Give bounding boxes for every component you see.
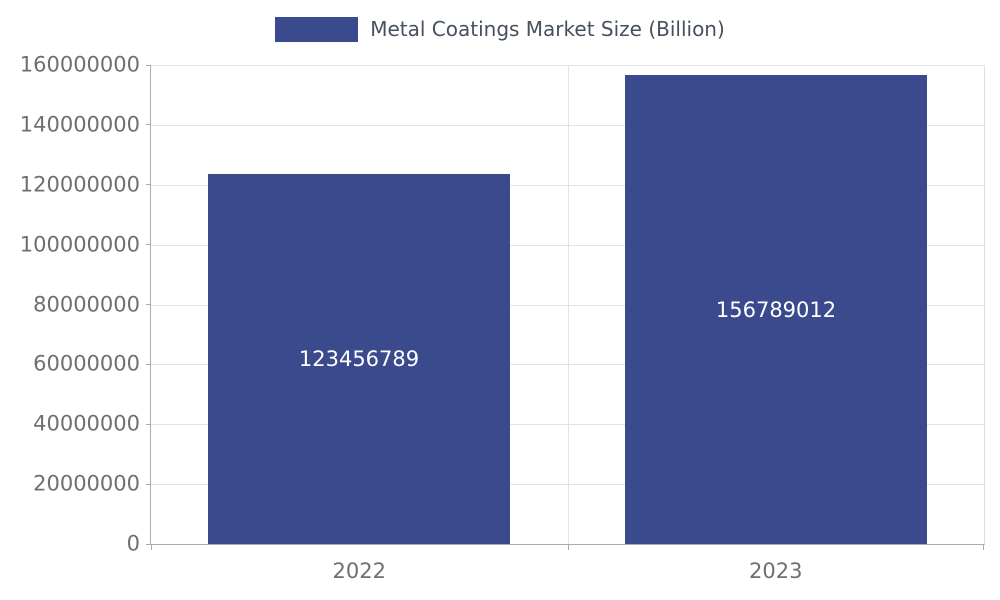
y-gridline xyxy=(151,364,984,366)
legend[interactable]: Metal Coatings Market Size (Billion) xyxy=(0,15,1000,43)
x-tick-mark xyxy=(983,544,984,550)
bar[interactable]: 156789012 xyxy=(625,75,927,544)
y-tick-mark xyxy=(146,64,151,66)
y-gridline xyxy=(151,244,984,246)
y-gridline xyxy=(151,484,984,486)
x-tick-mark xyxy=(151,544,152,550)
category-boundary-gridline xyxy=(568,65,569,544)
y-gridline xyxy=(151,124,984,126)
y-tick-label: 20000000 xyxy=(33,471,140,496)
y-tick-label: 80000000 xyxy=(33,292,140,316)
y-tick-mark xyxy=(146,543,151,545)
y-gridline xyxy=(151,65,984,66)
y-gridline xyxy=(151,304,984,306)
y-tick-mark xyxy=(146,363,151,365)
y-tick-label: 140000000 xyxy=(19,112,140,137)
y-tick-mark xyxy=(146,304,151,305)
y-gridline xyxy=(151,184,984,186)
y-gridline xyxy=(151,424,984,426)
x-tick-mark xyxy=(568,544,569,550)
y-tick-mark xyxy=(146,483,151,485)
bar-value-label: 123456789 xyxy=(298,347,420,371)
y-tick-label: 60000000 xyxy=(33,351,140,376)
y-tick-mark xyxy=(146,244,151,246)
y-tick-mark xyxy=(146,184,151,186)
y-tick-mark xyxy=(146,124,151,126)
y-tick-label: 160000000 xyxy=(19,52,140,77)
bar-value-label: 156789012 xyxy=(715,297,837,322)
y-tick-label: 100000000 xyxy=(19,232,140,257)
x-category-label: 2023 xyxy=(749,559,803,583)
y-tick-label: 40000000 xyxy=(33,411,140,436)
x-category-label: 2022 xyxy=(332,559,386,583)
y-tick-mark xyxy=(146,423,151,425)
y-tick-label: 0 xyxy=(126,531,140,556)
y-tick-label: 120000000 xyxy=(19,172,140,197)
bar[interactable]: 123456789 xyxy=(208,174,510,544)
legend-swatch-icon xyxy=(275,16,359,42)
plot-area: 0 20000000 40000000 60000000 80000000 1000000… xyxy=(20,54,985,583)
legend-label: Metal Coatings Market Size (Billion) xyxy=(370,17,725,41)
